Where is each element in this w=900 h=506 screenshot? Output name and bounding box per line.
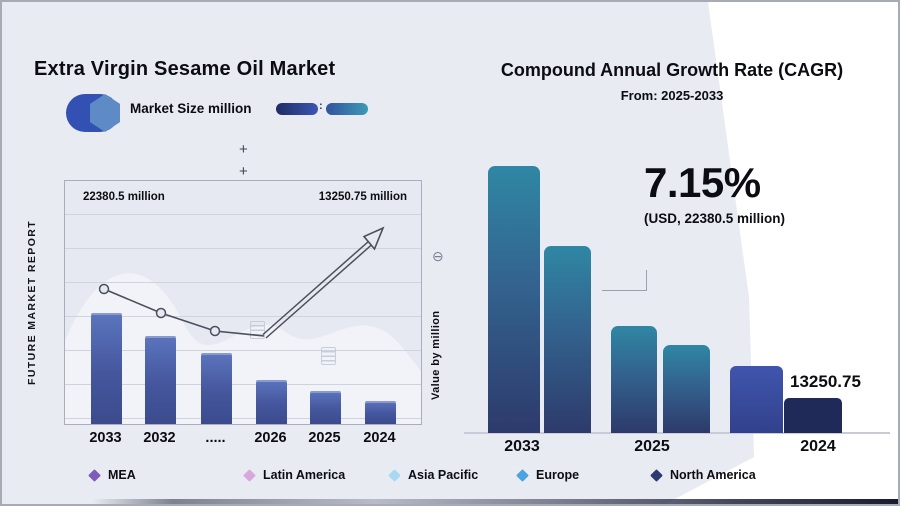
bar-2024 xyxy=(365,401,396,424)
cagr-bar-2033-2 xyxy=(544,246,591,433)
market-size-cylinder-icon xyxy=(66,94,120,132)
x-axis-label: 2025 xyxy=(308,430,341,446)
zoom-out-icon: ⊖ xyxy=(432,248,444,264)
legend-item-asia-pacific: Asia Pacific xyxy=(388,468,479,482)
cagr-bar-2033-1 xyxy=(488,166,540,433)
cagr-subtitle: From: 2025-2033 xyxy=(620,88,724,103)
legend-diamond-icon xyxy=(243,468,256,482)
gradient-pill-teal xyxy=(326,103,368,115)
legend-label: Europe xyxy=(536,468,580,482)
trend-line-and-arrow xyxy=(98,226,385,339)
legend-item-mea: MEA xyxy=(88,468,136,482)
document-watermark-icon xyxy=(321,347,336,365)
cagr-bar-2024-1 xyxy=(730,366,783,433)
legend-item-north-america: North America xyxy=(650,468,756,482)
x-axis-label: ..... xyxy=(205,430,226,446)
line-marker xyxy=(209,325,221,337)
legend-diamond-icon xyxy=(516,468,529,482)
cagr-x-axis-label: 2024 xyxy=(800,438,836,455)
cagr-header: Compound Annual Growth Rate (CAGR) From:… xyxy=(457,60,887,103)
bar-2032 xyxy=(145,336,176,424)
cagr-bar-2024-2 xyxy=(784,398,842,433)
x-axis-label: 2024 xyxy=(363,430,396,446)
step-corner-line xyxy=(602,270,647,291)
line-marker xyxy=(155,307,167,319)
cagr-detail: (USD, 22380.5 million) xyxy=(644,211,786,226)
pill-separator: : xyxy=(319,100,323,112)
bar-2026 xyxy=(256,380,287,424)
market-size-label: Market Size million xyxy=(130,101,252,116)
x-axis-label: 2026 xyxy=(254,430,287,446)
arrowhead-icon xyxy=(362,226,385,251)
legend-diamond-icon xyxy=(650,468,663,482)
legend-item-latin-america: Latin America xyxy=(243,468,346,482)
cagr-bar-2025-1 xyxy=(611,326,657,433)
market-size-row: Market Size million : xyxy=(66,94,386,134)
market-x-axis-labels: 2033 2032..... 2026 2025 2024 xyxy=(64,430,420,450)
legend-label: MEA xyxy=(108,468,136,482)
x-axis-label: 2033 xyxy=(89,430,122,446)
market-bar-chart: 22380.5 million 13250.75 million xyxy=(64,180,422,425)
legend-label: Asia Pacific xyxy=(408,468,479,482)
gridlines xyxy=(65,214,421,424)
end-value-label: 13250.75 million xyxy=(318,191,407,203)
plus-mark: + xyxy=(239,163,248,180)
bar-2025 xyxy=(310,391,341,424)
legend-diamond-icon xyxy=(388,468,401,482)
bar-..... xyxy=(201,353,232,424)
start-value-label: 22380.5 million xyxy=(83,191,165,203)
bottom-edge-shadow xyxy=(92,499,898,504)
cagr-bar-2025-2 xyxy=(663,345,710,433)
legend-label: North America xyxy=(670,468,756,482)
page-title: Extra Virgin Sesame Oil Market xyxy=(34,58,336,80)
cagr-baseline xyxy=(464,432,890,434)
legend-label: Latin America xyxy=(263,468,346,482)
cagr-value-block: 7.15% (USD, 22380.5 million) xyxy=(644,159,786,227)
x-axis-label: 2032 xyxy=(143,430,176,446)
gradient-pill-dark xyxy=(276,103,318,115)
cagr-end-value-label: 13250.75 xyxy=(790,372,861,391)
legend-diamond-icon xyxy=(88,468,101,482)
legend-item-europe: Europe xyxy=(516,468,580,482)
cagr-title: Compound Annual Growth Rate (CAGR) xyxy=(500,60,844,80)
cagr-x-axis-label: 2025 xyxy=(634,438,670,455)
plus-mark: + xyxy=(239,141,248,158)
cagr-value: 7.15% xyxy=(644,159,761,206)
bar-2033 xyxy=(91,313,122,424)
line-marker xyxy=(98,283,110,295)
cagr-x-axis-label: 2033 xyxy=(504,438,540,455)
